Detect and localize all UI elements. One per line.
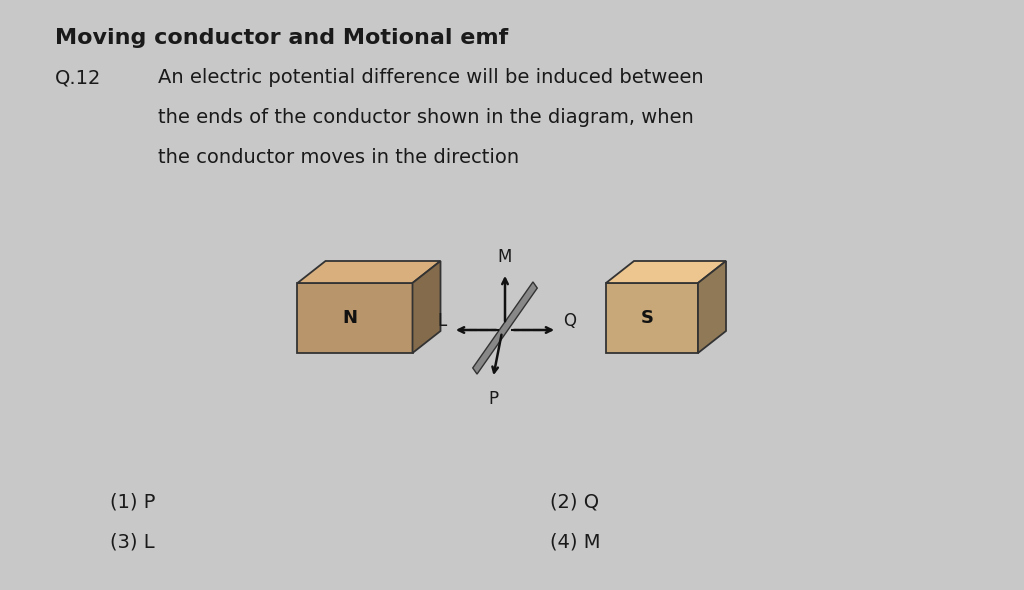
Text: (2) Q: (2) Q	[550, 493, 599, 512]
Polygon shape	[473, 282, 538, 374]
Text: (3) L: (3) L	[110, 533, 155, 552]
Text: Q.12: Q.12	[55, 68, 101, 87]
Text: L: L	[437, 312, 447, 330]
Text: N: N	[342, 309, 357, 327]
Text: An electric potential difference will be induced between: An electric potential difference will be…	[158, 68, 703, 87]
Text: the conductor moves in the direction: the conductor moves in the direction	[158, 148, 519, 167]
Text: (4) M: (4) M	[550, 533, 600, 552]
Polygon shape	[606, 261, 726, 283]
Polygon shape	[298, 283, 413, 353]
Polygon shape	[298, 261, 440, 283]
Text: Q: Q	[563, 312, 575, 330]
Text: Moving conductor and Motional emf: Moving conductor and Motional emf	[55, 28, 508, 48]
Polygon shape	[698, 261, 726, 353]
Polygon shape	[413, 261, 440, 353]
Polygon shape	[606, 283, 698, 353]
Text: (1) P: (1) P	[110, 493, 156, 512]
Text: M: M	[498, 248, 512, 266]
Text: P: P	[488, 390, 498, 408]
Text: S: S	[640, 309, 653, 327]
Text: the ends of the conductor shown in the diagram, when: the ends of the conductor shown in the d…	[158, 108, 693, 127]
